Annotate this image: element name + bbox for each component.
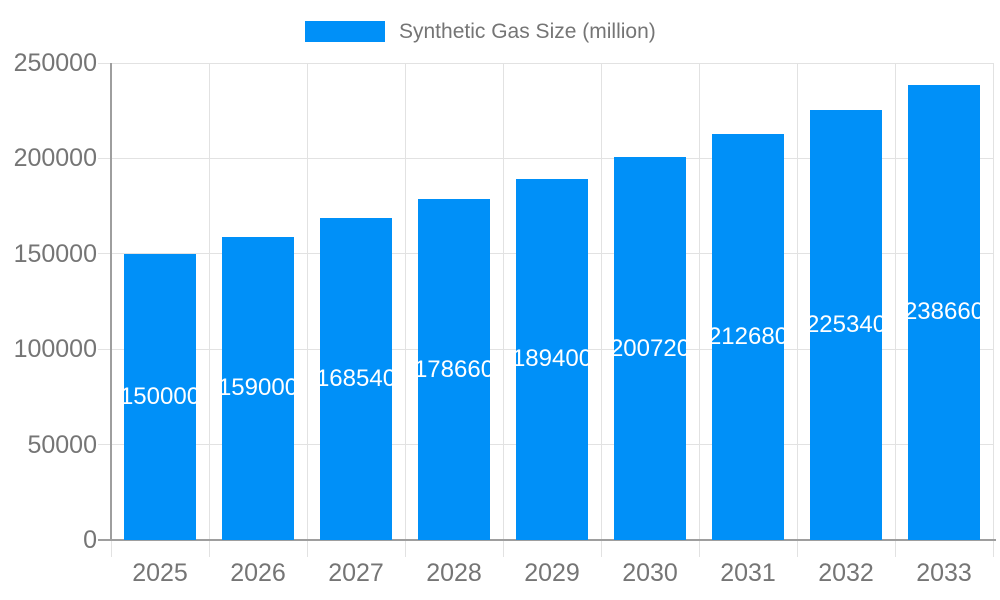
bar-2031[interactable]: 212680	[712, 134, 784, 540]
y-axis-tick-label: 150000	[13, 239, 97, 268]
x-axis-tick-label: 2027	[328, 559, 384, 587]
y-gridline	[98, 62, 993, 64]
x-gridline	[992, 63, 994, 540]
bar-2030[interactable]: 200720	[614, 157, 686, 540]
bar-2032[interactable]: 225340	[810, 110, 882, 540]
bar-value-label: 189400	[516, 345, 588, 373]
x-axis-tick	[796, 541, 798, 557]
x-axis-tick-label: 2033	[916, 559, 972, 587]
bar-value-label: 159000	[222, 374, 294, 402]
x-axis-tick-label: 2025	[132, 559, 188, 587]
y-axis-tick-label: 100000	[13, 335, 97, 364]
x-axis-tick-label: 2029	[524, 559, 580, 587]
legend-label[interactable]: Synthetic Gas Size (million)	[399, 20, 656, 43]
x-axis-tick	[992, 541, 994, 557]
bar-value-label: 200720	[614, 334, 686, 362]
x-axis-tick	[306, 541, 308, 557]
x-gridline	[404, 63, 406, 540]
bar-value-label: 225340	[810, 311, 882, 339]
x-axis-tick	[894, 541, 896, 557]
x-axis-tick-label: 2026	[230, 559, 286, 587]
x-axis-tick-label: 2032	[818, 559, 874, 587]
bar-value-label: 168540	[320, 365, 392, 393]
bar-2033[interactable]: 238660	[908, 84, 980, 540]
x-axis-tick	[502, 541, 504, 557]
x-gridline	[600, 63, 602, 540]
x-axis-tick-label: 2028	[426, 559, 482, 587]
x-axis-tick	[208, 541, 210, 557]
y-gridline	[98, 157, 993, 159]
x-axis-tick-label: 2031	[720, 559, 776, 587]
x-gridline	[698, 63, 700, 540]
x-axis-tick-label: 2030	[622, 559, 678, 587]
x-axis-tick	[404, 541, 406, 557]
bar-2026[interactable]: 159000	[222, 236, 294, 540]
x-axis-tick	[110, 541, 112, 557]
bar-2025[interactable]: 150000	[124, 253, 196, 540]
bar-value-label: 178660	[418, 355, 490, 383]
y-axis-tick-label: 200000	[13, 144, 97, 173]
x-gridline	[894, 63, 896, 540]
y-axis-tick-label: 0	[83, 526, 97, 554]
y-axis-tick-label: 250000	[13, 49, 97, 77]
bar-value-label: 150000	[124, 382, 196, 410]
legend-swatch[interactable]	[305, 21, 385, 42]
bar-value-label: 238660	[908, 298, 980, 326]
bar-2027[interactable]: 168540	[320, 218, 392, 540]
x-axis-tick	[600, 541, 602, 557]
x-axis-tick	[698, 541, 700, 557]
bar-2029[interactable]: 189400	[516, 178, 588, 540]
x-gridline	[306, 63, 308, 540]
bar-value-label: 212680	[712, 323, 784, 351]
x-axis-line	[98, 539, 996, 541]
y-axis-tick-label: 50000	[27, 430, 97, 459]
x-gridline	[208, 63, 210, 540]
x-gridline	[502, 63, 504, 540]
x-gridline	[796, 63, 798, 540]
bar-2028[interactable]: 178660	[418, 199, 490, 540]
y-axis-line	[110, 63, 112, 541]
